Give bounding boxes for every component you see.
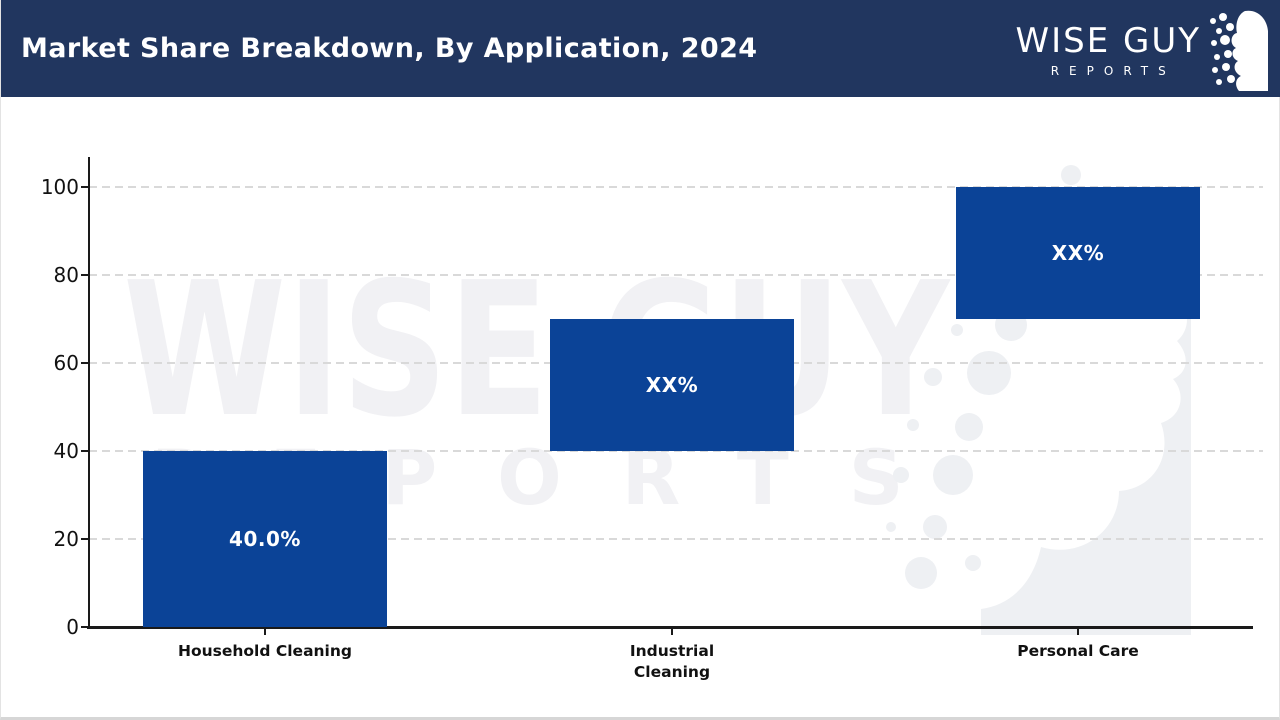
wise-guy-reports-logo: WISE GUY REPORTS [1015,6,1269,92]
logo-reports-label: REPORTS [1050,63,1176,78]
gridline-80 [89,274,1263,276]
y-tick-label-40: 40 [53,439,79,463]
logo-head-icon [1210,10,1268,91]
y-tick-mark-100 [81,186,89,188]
y-tick-label-20: 20 [53,527,79,551]
gridline-100 [89,186,1263,188]
x-category-label-industrial-cleaning: Industrial Cleaning [629,642,715,681]
x-category-label-personal-care: Personal Care [1017,642,1139,660]
y-axis-line [88,157,90,629]
y-tick-mark-60 [81,362,89,364]
y-tick-label-60: 60 [53,351,79,375]
x-category-label-household-cleaning: Household Cleaning [177,642,353,660]
y-tick-mark-20 [81,538,89,540]
y-tick-mark-80 [81,274,89,276]
logo-text: WISE GUY REPORTS [1015,21,1201,78]
x-axis-line [87,626,1253,629]
y-tick-label-100: 100 [40,175,79,199]
gridline-20 [89,538,1263,540]
y-tick-mark-0 [81,626,89,628]
bar-value-label-personal-care: XX% [1051,241,1105,265]
y-tick-label-0: 0 [66,615,79,639]
gridline-40 [89,450,1263,452]
logo-wiseguy-label: WISE GUY [1015,20,1201,61]
y-tick-mark-40 [81,450,89,452]
x-tick-mark-personal-care [1077,628,1079,635]
bar-personal-care: XX% [956,187,1200,319]
bar-value-label-household-cleaning: 40.0% [229,527,301,551]
y-tick-label-80: 80 [53,263,79,287]
x-tick-mark-household-cleaning [264,628,266,635]
header-bar: Market Share Breakdown, By Application, … [1,0,1280,97]
x-tick-mark-industrial-cleaning [671,628,673,635]
bar-industrial-cleaning: XX% [550,319,794,451]
bar-value-label-industrial-cleaning: XX% [645,373,699,397]
bar-household-cleaning: 40.0% [143,451,387,627]
chart-title: Market Share Breakdown, By Application, … [21,33,758,64]
